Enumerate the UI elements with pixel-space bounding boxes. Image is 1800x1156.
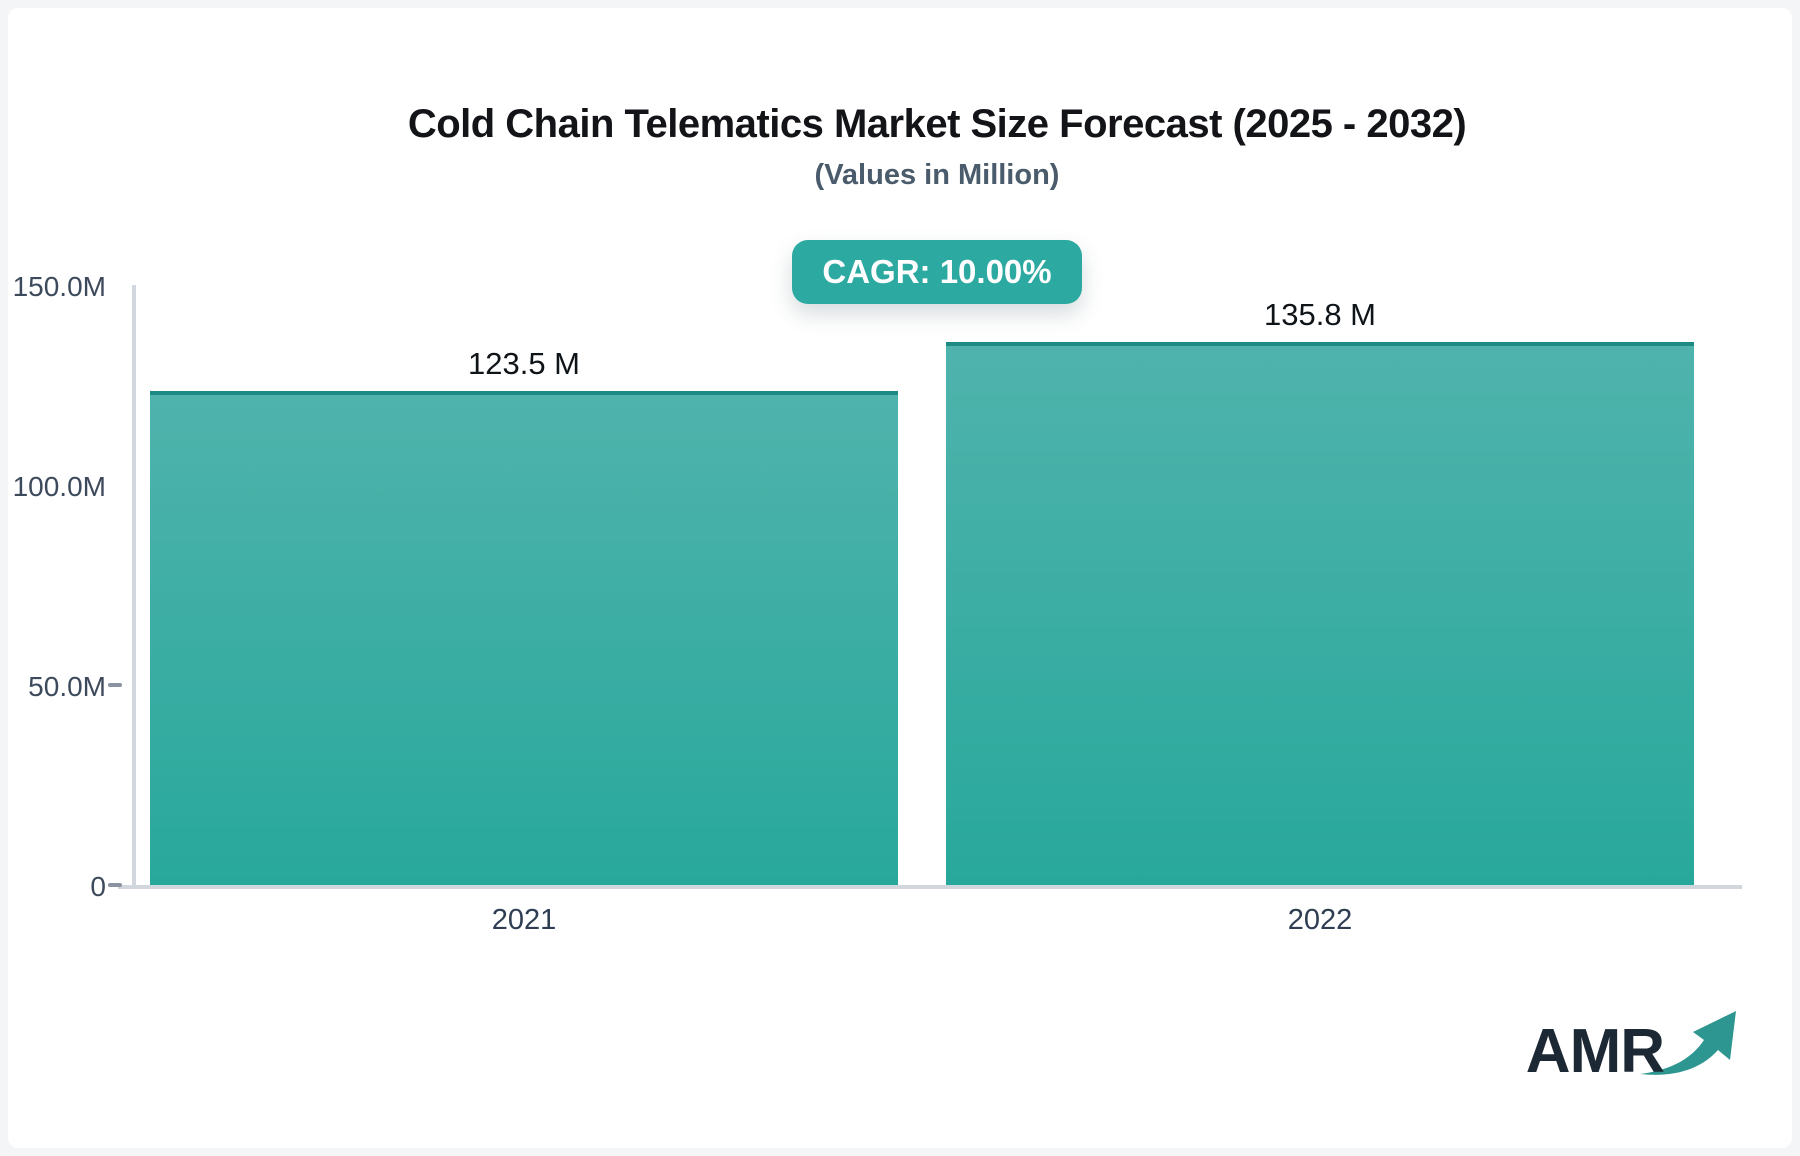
y-axis-label: 50.0M [28, 671, 106, 702]
y-axis-label: 0 [90, 871, 106, 902]
y-axis-tick [108, 883, 122, 887]
y-axis-tick [108, 683, 122, 687]
y-axis-label: 150.0M [12, 271, 106, 302]
chart-subtitle: (Values in Million) [814, 159, 1060, 191]
amr-logo-text: AMR [1525, 1017, 1665, 1086]
x-axis-label: 2022 [1287, 904, 1353, 936]
bar-value-label: 123.5 M [467, 346, 580, 381]
y-axis-line [132, 285, 136, 889]
bar-value-label: 135.8 M [1263, 297, 1376, 332]
x-axis-line [118, 885, 1742, 889]
x-axis-label: 2021 [491, 904, 557, 936]
chart-header: Cold Chain Telematics Market Size Foreca… [132, 8, 1742, 304]
plot-area: 150.0M 100.0M 50.0M 0 123.5 M 2021 135.8 M 2022 [8, 8, 1792, 1148]
chart-card: Cold Chain Telematics Market Size Foreca… [8, 8, 1792, 1148]
bar-2022 [946, 342, 1694, 885]
amr-logo-arrow-icon [1640, 1011, 1736, 1075]
y-axis-label: 100.0M [12, 471, 106, 502]
chart-title: Cold Chain Telematics Market Size Foreca… [407, 102, 1467, 146]
cagr-badge: CAGR: 10.00% [792, 240, 1082, 304]
bar-2021 [150, 391, 898, 885]
amr-logo: AMR [1526, 1008, 1738, 1084]
